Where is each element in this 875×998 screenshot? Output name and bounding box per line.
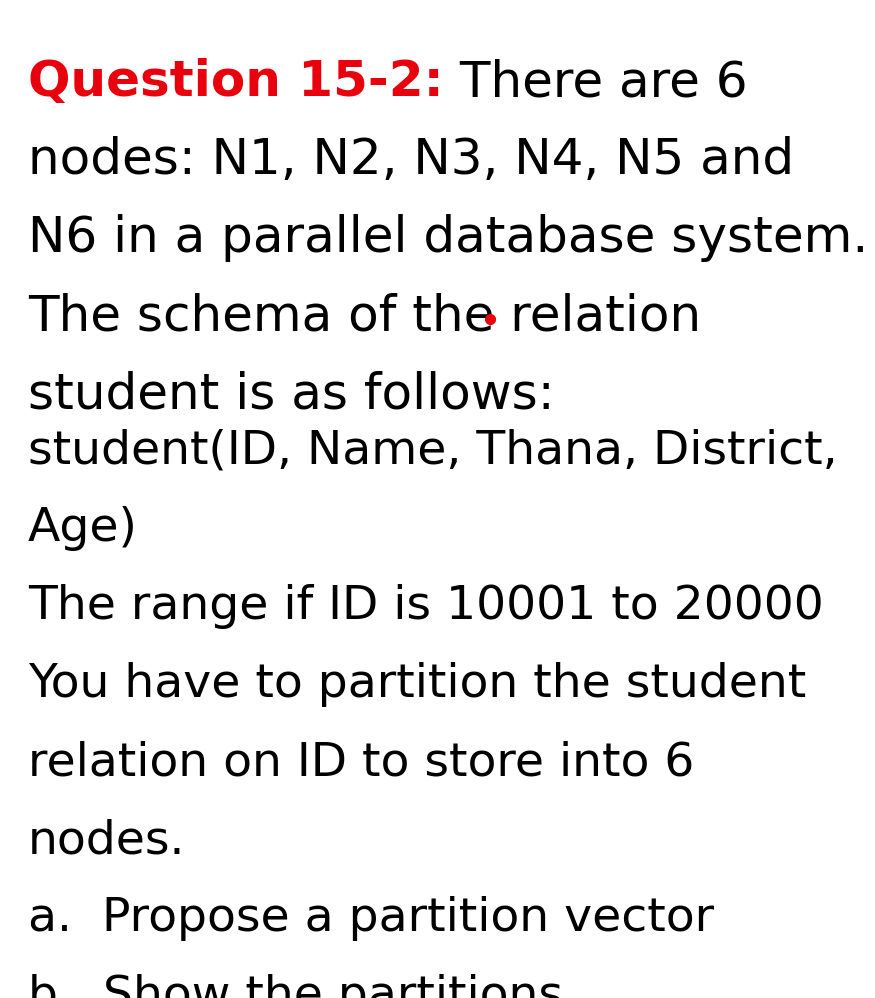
Text: student is as follows:: student is as follows: — [28, 370, 555, 418]
Text: There are 6: There are 6 — [444, 58, 747, 107]
Text: You have to partition the student: You have to partition the student — [28, 663, 806, 708]
Text: b.  Show the partitions.: b. Show the partitions. — [28, 974, 578, 998]
Text: a.  Propose a partition vector: a. Propose a partition vector — [28, 896, 714, 941]
Text: student(ID, Name, Thana, District,: student(ID, Name, Thana, District, — [28, 428, 837, 473]
Text: Age): Age) — [28, 506, 138, 551]
Text: The schema of the relation: The schema of the relation — [28, 292, 701, 340]
Text: The range if ID is 10001 to 20000: The range if ID is 10001 to 20000 — [28, 584, 823, 630]
Text: nodes: N1, N2, N3, N4, N5 and: nodes: N1, N2, N3, N4, N5 and — [28, 137, 794, 185]
Text: N6 in a parallel database system.: N6 in a parallel database system. — [28, 215, 868, 262]
Text: relation on ID to store into 6: relation on ID to store into 6 — [28, 741, 695, 785]
Text: nodes.: nodes. — [28, 818, 186, 863]
Text: Question 15-2:: Question 15-2: — [28, 58, 444, 107]
